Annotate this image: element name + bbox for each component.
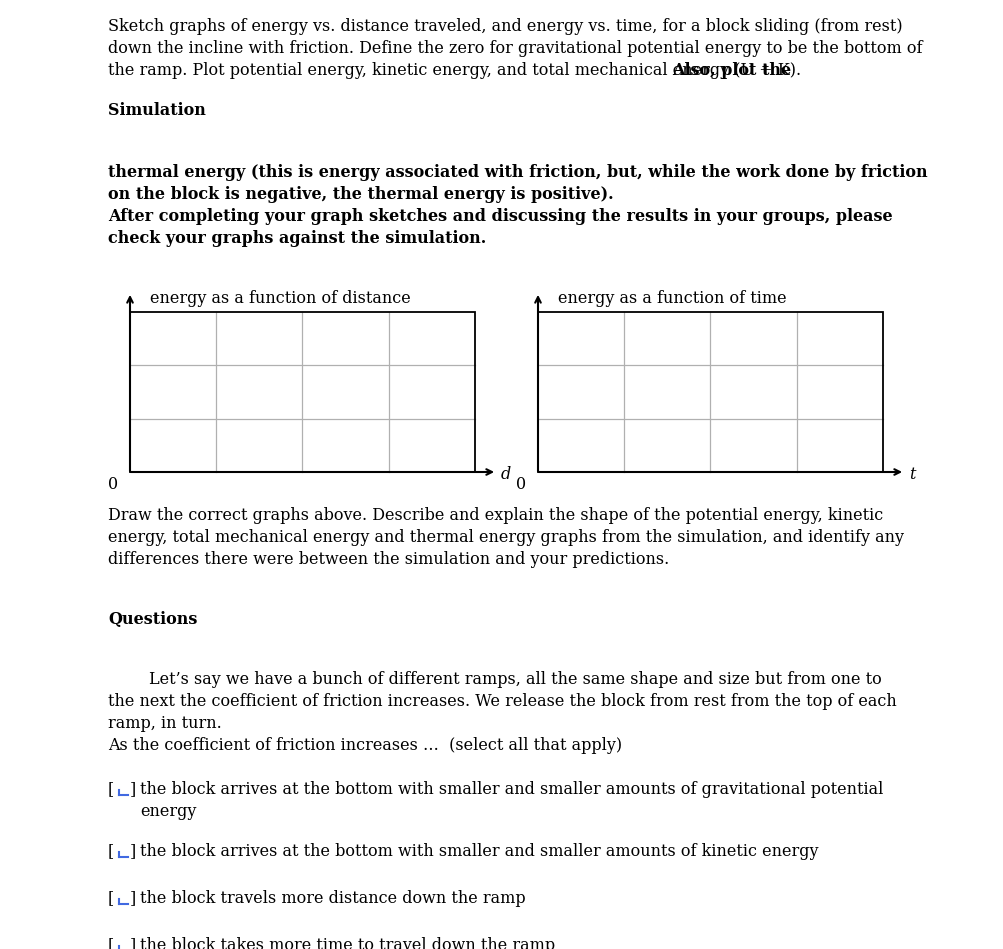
Text: down the incline with friction. Define the zero for gravitational potential ener: down the incline with friction. Define t… bbox=[108, 40, 922, 57]
Bar bbox=[538, 312, 882, 472]
Text: the block travels more distance down the ramp: the block travels more distance down the… bbox=[139, 890, 526, 907]
Text: on the block is negative, the thermal energy is positive).: on the block is negative, the thermal en… bbox=[108, 186, 613, 203]
Text: 0: 0 bbox=[516, 476, 526, 493]
Text: Let’s say we have a bunch of different ramps, all the same shape and size but fr: Let’s say we have a bunch of different r… bbox=[108, 671, 881, 688]
Text: As the coefficient of friction increases …  (select all that apply): As the coefficient of friction increases… bbox=[108, 737, 622, 754]
Text: d: d bbox=[500, 466, 511, 482]
Text: Sketch graphs of energy vs. distance traveled, and energy vs. time, for a block : Sketch graphs of energy vs. distance tra… bbox=[108, 18, 902, 35]
Text: Draw the correct graphs above. Describe and explain the shape of the potential e: Draw the correct graphs above. Describe … bbox=[108, 507, 883, 524]
Text: the ramp. Plot potential energy, kinetic energy, and total mechanical energy (U : the ramp. Plot potential energy, kinetic… bbox=[108, 62, 805, 79]
Text: ]: ] bbox=[129, 781, 136, 798]
Text: Also, plot the: Also, plot the bbox=[671, 62, 790, 79]
Text: ]: ] bbox=[129, 937, 136, 949]
Text: [: [ bbox=[108, 890, 114, 907]
Text: [: [ bbox=[108, 781, 114, 798]
Text: [: [ bbox=[108, 843, 114, 860]
Text: thermal energy (this is energy associated with friction, but, while the work don: thermal energy (this is energy associate… bbox=[108, 164, 927, 181]
Text: ]: ] bbox=[129, 890, 136, 907]
Text: energy as a function of distance: energy as a function of distance bbox=[149, 290, 410, 307]
Text: energy as a function of time: energy as a function of time bbox=[558, 290, 785, 307]
Text: ]: ] bbox=[129, 843, 136, 860]
Text: Simulation: Simulation bbox=[108, 102, 206, 119]
Text: check your graphs against the simulation.: check your graphs against the simulation… bbox=[108, 230, 485, 247]
Text: 0: 0 bbox=[107, 476, 118, 493]
Text: After completing your graph sketches and discussing the results in your groups, : After completing your graph sketches and… bbox=[108, 208, 892, 225]
Text: the block arrives at the bottom with smaller and smaller amounts of gravitationa: the block arrives at the bottom with sma… bbox=[139, 781, 883, 798]
Text: differences there were between the simulation and your predictions.: differences there were between the simul… bbox=[108, 551, 669, 568]
Text: the block takes more time to travel down the ramp: the block takes more time to travel down… bbox=[139, 937, 555, 949]
Text: energy: energy bbox=[139, 803, 197, 820]
Bar bbox=[129, 312, 474, 472]
Text: energy, total mechanical energy and thermal energy graphs from the simulation, a: energy, total mechanical energy and ther… bbox=[108, 529, 903, 546]
Text: Questions: Questions bbox=[108, 611, 198, 628]
Text: t: t bbox=[908, 466, 915, 482]
Text: ramp, in turn.: ramp, in turn. bbox=[108, 715, 222, 732]
Text: the block arrives at the bottom with smaller and smaller amounts of kinetic ener: the block arrives at the bottom with sma… bbox=[139, 843, 817, 860]
Text: the next the coefficient of friction increases. We release the block from rest f: the next the coefficient of friction inc… bbox=[108, 693, 896, 710]
Text: [: [ bbox=[108, 937, 114, 949]
